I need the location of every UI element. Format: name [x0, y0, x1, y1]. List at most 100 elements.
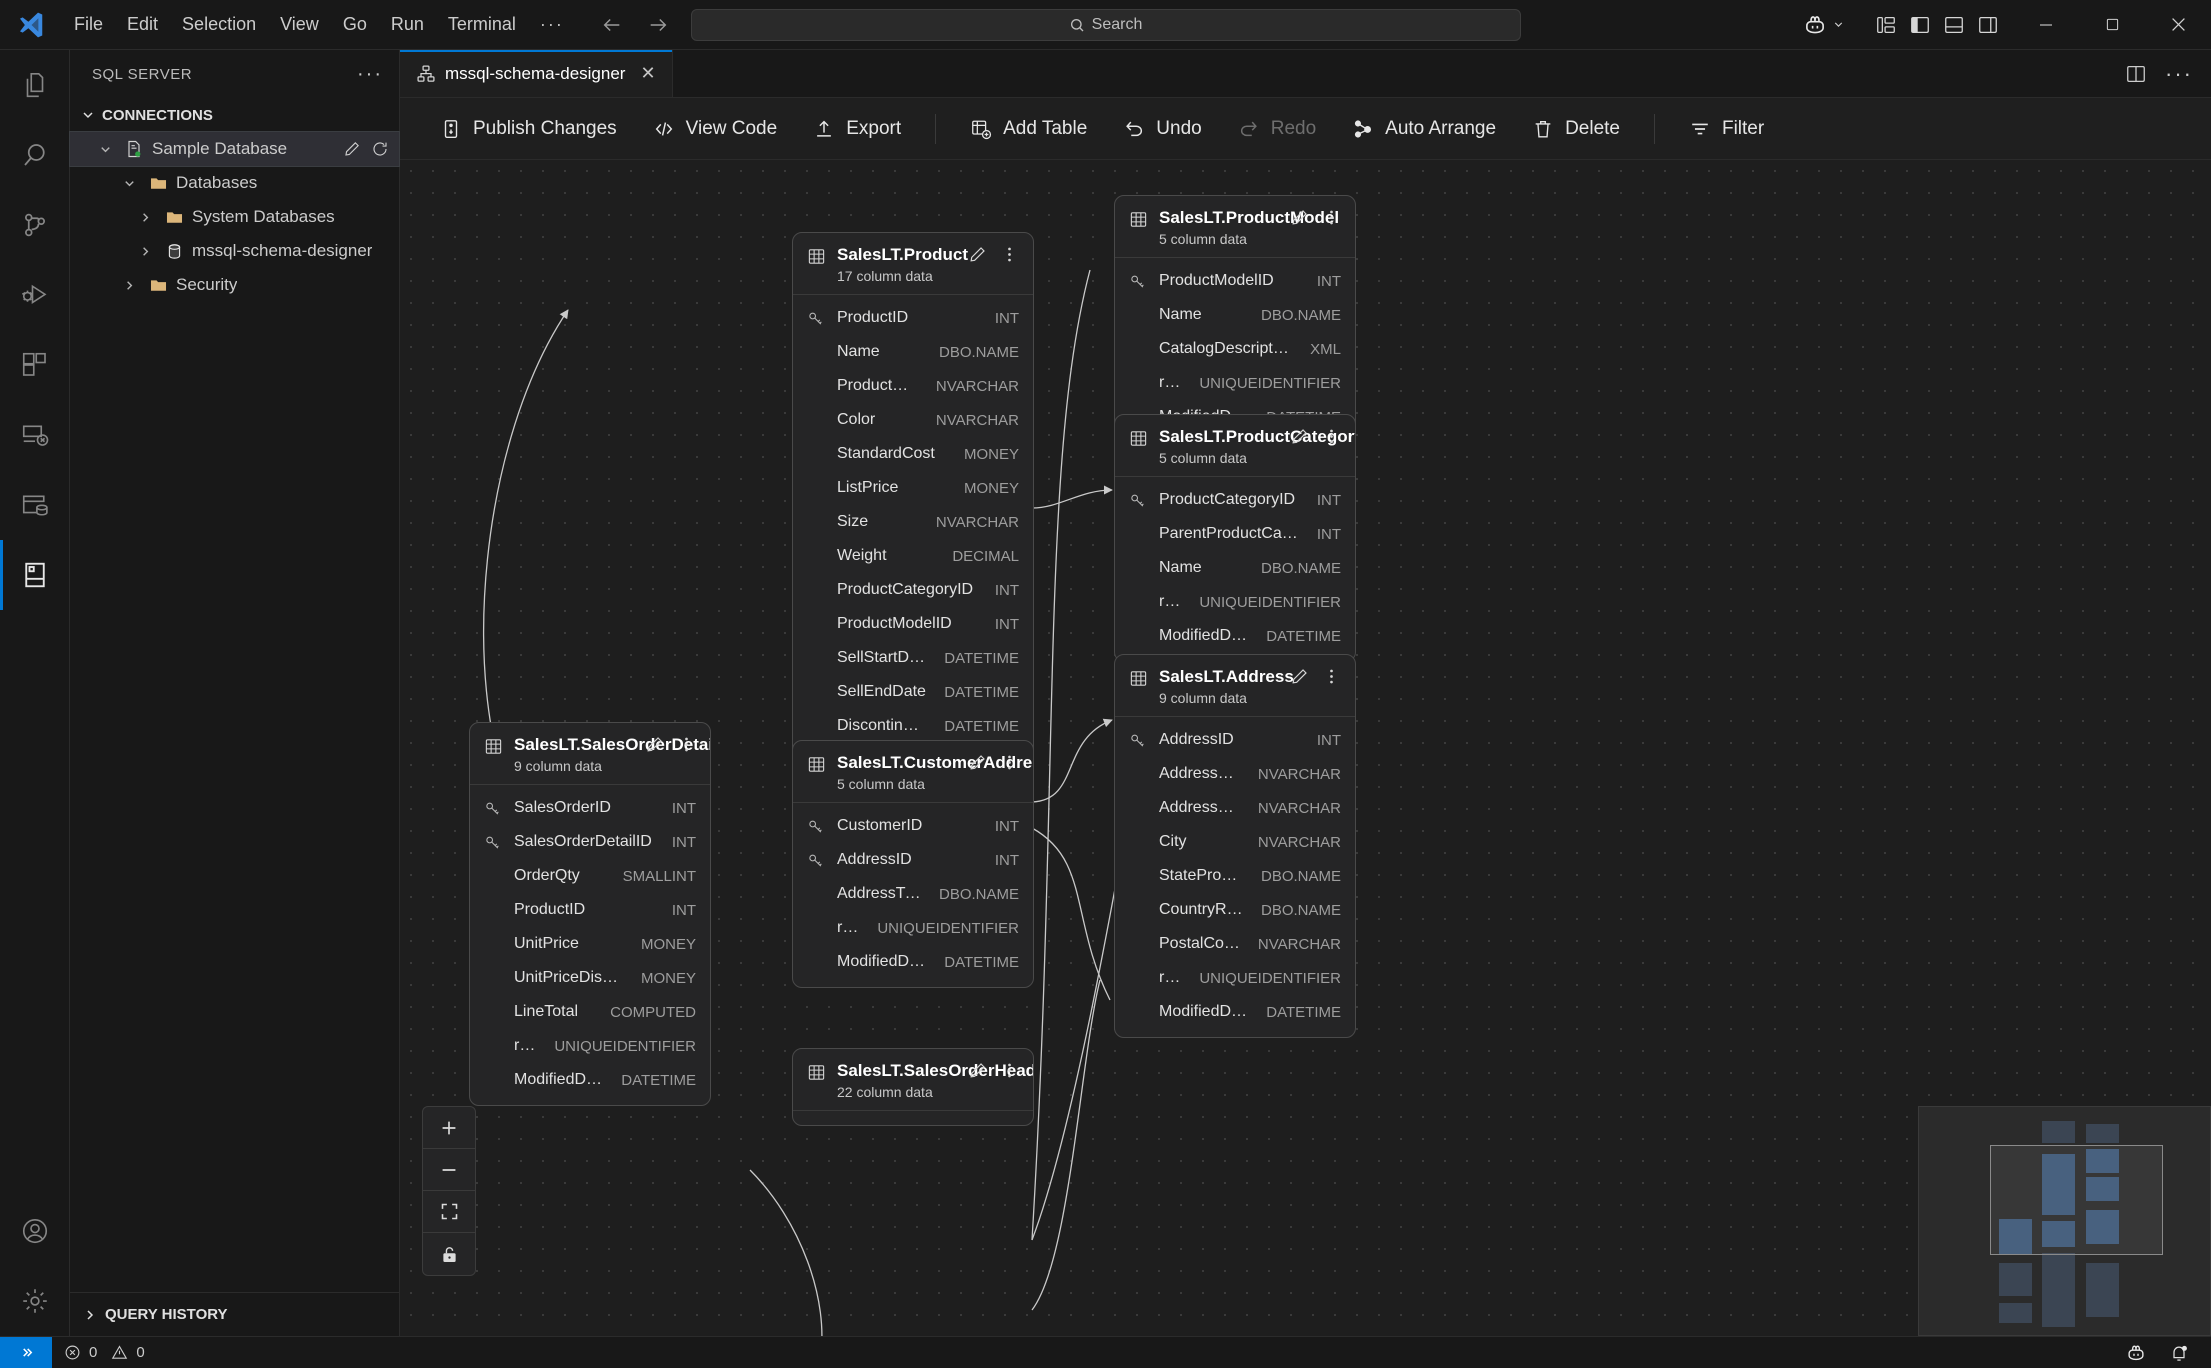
zoom-in-button[interactable] — [423, 1107, 475, 1149]
column-row[interactable]: ProductID INT — [793, 301, 1033, 335]
column-row[interactable]: Name DBO.NAME — [793, 335, 1033, 369]
chevron-down-icon[interactable] — [118, 176, 140, 191]
menu-view[interactable]: View — [280, 14, 319, 34]
column-row[interactable]: ModifiedDate DATETIME — [1115, 619, 1355, 653]
edit-table-icon[interactable] — [968, 245, 987, 264]
split-editor-icon[interactable] — [2125, 63, 2147, 85]
column-row[interactable]: OrderQty SMALLINT — [470, 859, 710, 893]
auto-arrange-button[interactable]: Auto Arrange — [1334, 110, 1514, 148]
column-row[interactable]: Name DBO.NAME — [1115, 298, 1355, 332]
edit-connection-icon[interactable] — [343, 140, 361, 158]
column-row[interactable]: rowguid UNIQUEIDENTIFIER — [1115, 366, 1355, 400]
minimap-viewport[interactable] — [1990, 1145, 2163, 1255]
activity-item-extensions[interactable] — [0, 330, 70, 400]
column-row[interactable]: SellEndDate DATETIME — [793, 675, 1033, 709]
column-row[interactable]: Weight DECIMAL — [793, 539, 1033, 573]
column-row[interactable]: ListPrice MONEY — [793, 471, 1033, 505]
column-row[interactable]: AddressLine1 NVARCHAR — [1115, 757, 1355, 791]
activity-item-manage[interactable] — [0, 1266, 70, 1336]
copilot-button[interactable] — [1786, 12, 1861, 38]
column-row[interactable]: ProductModelID INT — [1115, 264, 1355, 298]
menu-terminal[interactable]: Terminal — [447, 14, 516, 34]
toggle-panel-icon[interactable] — [1943, 14, 1965, 36]
table-node-header[interactable]: SalesLT.CustomerAddress 5 column data — [793, 741, 1033, 802]
canvas-minimap[interactable] — [1918, 1106, 2211, 1336]
column-row[interactable]: SalesOrderDetailID INT — [470, 825, 710, 859]
tree-item-security[interactable]: Security — [70, 268, 399, 302]
remote-indicator[interactable] — [0, 1336, 52, 1368]
column-row[interactable]: LineTotal COMPUTED — [470, 995, 710, 1029]
table-node-header[interactable]: SalesLT.SalesOrderHeader 22 column data — [793, 1049, 1033, 1110]
column-row[interactable]: CountryRegion DBO.NAME — [1115, 893, 1355, 927]
edit-table-icon[interactable] — [968, 753, 987, 772]
column-row[interactable]: AddressID INT — [1115, 723, 1355, 757]
column-row[interactable]: ProductModelID INT — [793, 607, 1033, 641]
column-row[interactable]: CatalogDescription XML — [1115, 332, 1355, 366]
edit-table-icon[interactable] — [968, 1061, 987, 1080]
activity-item-sql-server[interactable] — [0, 540, 70, 610]
toggle-secondary-sidebar-icon[interactable] — [1977, 14, 1999, 36]
activity-item-run-debug[interactable] — [0, 260, 70, 330]
lock-canvas-button[interactable] — [423, 1233, 475, 1275]
table-node-header[interactable]: SalesLT.ProductModel 5 column data — [1115, 196, 1355, 257]
edit-table-icon[interactable] — [1290, 427, 1309, 446]
search-input[interactable]: Search — [690, 8, 1521, 41]
column-row[interactable]: UnitPrice MONEY — [470, 927, 710, 961]
add-table-button[interactable]: Add Table — [952, 110, 1105, 148]
chevron-down-icon[interactable] — [94, 142, 116, 157]
table-more-options-icon[interactable] — [677, 735, 696, 754]
zoom-out-button[interactable] — [423, 1149, 475, 1191]
table-node-salesLT-Address[interactable]: SalesLT.Address 9 column data AddressID I… — [1114, 654, 1356, 1038]
delete-button[interactable]: Delete — [1514, 110, 1638, 148]
bell-icon[interactable] — [2169, 1343, 2189, 1363]
tree-item-system-databases[interactable]: System Databases — [70, 200, 399, 234]
table-more-options-icon[interactable] — [1000, 245, 1019, 264]
column-row[interactable]: ModifiedDate DATETIME — [793, 945, 1033, 979]
menu-go[interactable]: Go — [342, 14, 367, 34]
table-node-header[interactable]: SalesLT.Product 17 column data — [793, 233, 1033, 294]
table-node-salesLT-ProductCategory[interactable]: SalesLT.ProductCategory 5 column data Pr… — [1114, 414, 1356, 662]
undo-button[interactable]: Undo — [1105, 110, 1219, 148]
column-row[interactable]: StandardCost MONEY — [793, 437, 1033, 471]
column-row[interactable]: ModifiedDate DATETIME — [1115, 995, 1355, 1029]
tab-mssql-schema-designer[interactable]: mssql-schema-designer ✕ — [400, 50, 673, 97]
table-more-options-icon[interactable] — [1322, 208, 1341, 227]
schema-canvas[interactable]: SalesLT.Product 17 column data — [400, 160, 2211, 1336]
table-more-options-icon[interactable] — [1000, 1061, 1019, 1080]
table-more-options-icon[interactable] — [1322, 667, 1341, 686]
back-icon[interactable] — [598, 11, 626, 39]
activity-item-search[interactable] — [0, 120, 70, 190]
more-actions-icon[interactable]: ··· — [2165, 60, 2193, 86]
menu-run[interactable]: Run — [390, 14, 424, 34]
copilot-status-icon[interactable] — [2125, 1342, 2147, 1364]
column-row[interactable]: AddressID INT — [793, 843, 1033, 877]
export-button[interactable]: Export — [795, 110, 919, 148]
column-row[interactable]: ModifiedDate DATETIME — [470, 1063, 710, 1097]
column-row[interactable]: DiscontinuedDate DATETIME — [793, 709, 1033, 743]
forward-icon[interactable] — [644, 11, 672, 39]
minimize-button[interactable] — [2013, 0, 2079, 50]
column-row[interactable]: rowguid UNIQUEIDENTIFIER — [1115, 585, 1355, 619]
activity-item-explorer[interactable] — [0, 50, 70, 120]
refresh-connection-icon[interactable] — [371, 140, 389, 158]
toggle-primary-sidebar-icon[interactable] — [1909, 14, 1931, 36]
activity-item-database-projects[interactable] — [0, 470, 70, 540]
chevron-right-icon[interactable] — [118, 278, 140, 293]
table-node-header[interactable]: SalesLT.Address 9 column data — [1115, 655, 1355, 716]
column-row[interactable]: ProductCategoryID INT — [1115, 483, 1355, 517]
table-node-salesLT-SalesOrderDetail[interactable]: SalesLT.SalesOrderDetail 9 column data S… — [469, 722, 711, 1106]
tree-item-databases[interactable]: Databases — [70, 166, 399, 200]
table-node-salesLT-ProductModel[interactable]: SalesLT.ProductModel 5 column data Produ… — [1114, 195, 1356, 443]
menu-file[interactable]: File — [74, 14, 104, 34]
table-node-salesLT-CustomerAddress[interactable]: SalesLT.CustomerAddress 5 column data Cu… — [792, 740, 1034, 988]
table-more-options-icon[interactable] — [1000, 753, 1019, 772]
column-row[interactable]: ParentProductCategoryID INT — [1115, 517, 1355, 551]
column-row[interactable]: City NVARCHAR — [1115, 825, 1355, 859]
edit-table-icon[interactable] — [1290, 208, 1309, 227]
publish-changes-button[interactable]: Publish Changes — [422, 110, 635, 148]
column-row[interactable]: SellStartDate DATETIME — [793, 641, 1033, 675]
table-node-salesLT-SalesOrderHeader[interactable]: SalesLT.SalesOrderHeader 22 column data — [792, 1048, 1034, 1126]
close-button[interactable] — [2145, 0, 2211, 50]
column-row[interactable]: Name DBO.NAME — [1115, 551, 1355, 585]
edit-table-icon[interactable] — [645, 735, 664, 754]
